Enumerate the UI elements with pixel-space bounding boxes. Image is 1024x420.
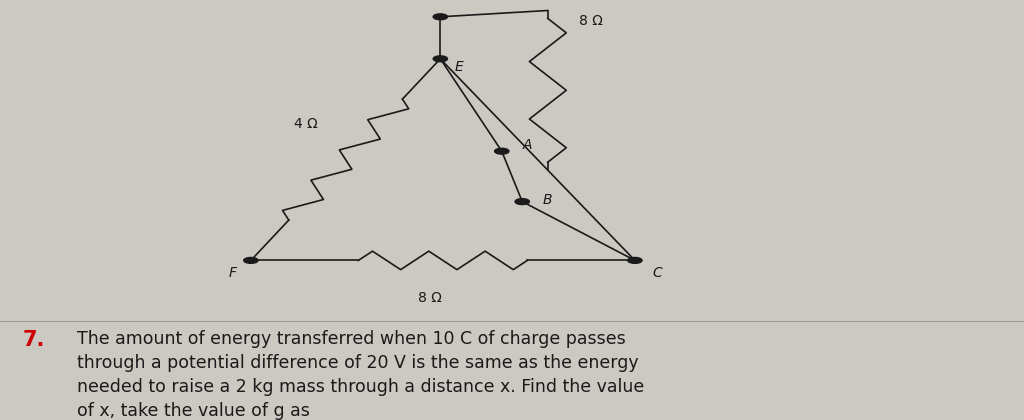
Circle shape: [495, 148, 509, 154]
Text: The amount of energy transferred when 10 C of charge passes: The amount of energy transferred when 10…: [77, 330, 626, 348]
Text: 8 Ω: 8 Ω: [418, 291, 442, 305]
Text: needed to raise a 2 kg mass through a distance x. Find the value: needed to raise a 2 kg mass through a di…: [77, 378, 644, 396]
Text: of x, take the value of g as: of x, take the value of g as: [77, 402, 309, 420]
Text: B: B: [543, 193, 553, 207]
Text: 7.: 7.: [23, 330, 45, 350]
Circle shape: [244, 257, 258, 263]
Circle shape: [515, 199, 529, 205]
Circle shape: [628, 257, 642, 263]
Circle shape: [433, 14, 447, 20]
Text: through a potential difference of 20 V is the same as the energy: through a potential difference of 20 V i…: [77, 354, 638, 372]
Text: F: F: [228, 266, 237, 280]
Text: E: E: [455, 60, 463, 74]
Text: 4 Ω: 4 Ω: [294, 117, 317, 131]
Circle shape: [433, 56, 447, 62]
Text: C: C: [652, 266, 663, 280]
Text: A: A: [522, 138, 532, 152]
Text: 8 Ω: 8 Ω: [579, 14, 602, 28]
